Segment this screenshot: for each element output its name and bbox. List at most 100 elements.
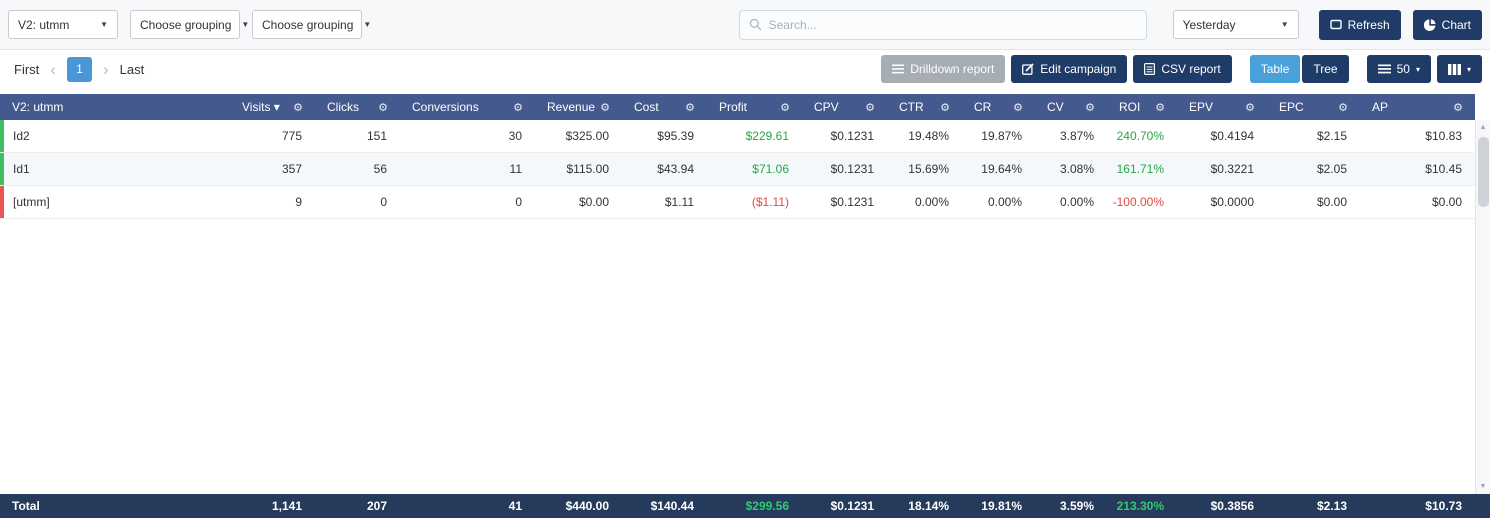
column-header-ap[interactable]: AP ⚙ xyxy=(1360,94,1475,120)
column-header-name[interactable]: V2: utmm xyxy=(0,94,230,120)
column-label: Profit xyxy=(719,100,748,114)
column-settings-gear-icon[interactable]: ⚙ xyxy=(1453,101,1463,114)
date-range-select[interactable]: Yesterday ▼ xyxy=(1172,10,1299,39)
drilldown-report-button[interactable]: Drilldown report xyxy=(881,55,1006,83)
column-header-revenue[interactable]: Revenue ⚙ xyxy=(535,94,622,120)
cell-profit: $229.61 xyxy=(745,129,789,143)
grouping-select-1-value: Choose grouping xyxy=(140,17,232,32)
chevron-right-icon[interactable]: › xyxy=(102,59,109,79)
column-header-cv[interactable]: CV ⚙ xyxy=(1035,94,1107,120)
scrollbar-thumb[interactable] xyxy=(1478,137,1489,207)
tree-view-button[interactable]: Tree xyxy=(1302,55,1349,83)
scroll-up-arrow-icon[interactable]: ▲ xyxy=(1479,124,1487,131)
cell-clicks: 56 xyxy=(373,162,387,176)
cell-cpv: $0.1231 xyxy=(830,129,874,143)
column-settings-gear-icon[interactable]: ⚙ xyxy=(780,101,790,114)
columns-button[interactable]: ▾ xyxy=(1436,55,1482,83)
grouping-select-1[interactable]: Choose grouping ▼ xyxy=(130,10,249,39)
refresh-icon xyxy=(1329,19,1342,30)
cell-revenue: $0.00 xyxy=(578,195,609,209)
table-row[interactable]: Id2 775 151 30 $325.00 $95.39 $229.61 $0.1231 19… xyxy=(0,120,1475,153)
total-profit: $299.56 xyxy=(745,499,789,513)
cell-conversions: 11 xyxy=(509,162,522,176)
column-settings-gear-icon[interactable]: ⚙ xyxy=(865,101,875,114)
column-header-cr[interactable]: CR ⚙ xyxy=(962,94,1035,120)
tree-view-label: Tree xyxy=(1313,62,1338,76)
cell-epc: $0.00 xyxy=(1316,195,1347,209)
column-label: Cost xyxy=(634,100,659,114)
column-settings-gear-icon[interactable]: ⚙ xyxy=(1155,101,1165,114)
column-settings-gear-icon[interactable]: ⚙ xyxy=(1085,101,1095,114)
table-row[interactable]: Id1 357 56 11 $115.00 $43.94 $71.06 $0.1231 15.6… xyxy=(0,153,1475,186)
cell-epc: $2.15 xyxy=(1316,129,1347,143)
chevron-left-icon[interactable]: ‹ xyxy=(50,59,56,79)
column-header-roi[interactable]: ROI ⚙ xyxy=(1107,94,1177,120)
column-header-epv[interactable]: EPV ⚙ xyxy=(1177,94,1267,120)
chart-button[interactable]: Chart xyxy=(1412,9,1482,40)
total-revenue: $440.00 xyxy=(565,499,609,513)
column-header-cost[interactable]: Cost ⚙ xyxy=(622,94,707,120)
column-header-ctr[interactable]: CTR ⚙ xyxy=(887,94,962,120)
chevron-down-icon: ▼ xyxy=(241,20,250,29)
table-row[interactable]: [utmm] 9 0 0 $0.00 $1.11 ($1.11) $0.1231 0.00% 0.… xyxy=(0,186,1475,219)
column-header-clicks[interactable]: Clicks ⚙ xyxy=(315,94,400,120)
total-cpv: $0.1231 xyxy=(830,499,874,513)
drilldown-report-label: Drilldown report xyxy=(910,62,995,76)
table-view-button[interactable]: Table xyxy=(1249,55,1301,83)
pagination: First ‹ 1 › Last xyxy=(8,56,145,82)
hamburger-icon xyxy=(1377,64,1391,74)
cell-revenue: $115.00 xyxy=(566,162,610,176)
grouping-select-2[interactable]: Choose grouping ▼ xyxy=(252,10,371,39)
column-settings-gear-icon[interactable]: ⚙ xyxy=(940,101,950,114)
refresh-button[interactable]: Refresh xyxy=(1318,9,1401,40)
campaign-select[interactable]: V2: utmm ▼ xyxy=(8,10,118,39)
cell-profit: ($1.11) xyxy=(751,195,789,209)
page-size-button[interactable]: 50 ▾ xyxy=(1366,55,1431,83)
column-settings-gear-icon[interactable]: ⚙ xyxy=(1338,101,1348,114)
column-label: CTR xyxy=(899,100,924,114)
cell-ap: $10.83 xyxy=(1425,129,1462,143)
total-label: Total xyxy=(12,499,40,513)
column-header-cpv[interactable]: CPV ⚙ xyxy=(802,94,887,120)
page-number-button[interactable]: 1 xyxy=(66,56,92,82)
cell-roi: 240.70% xyxy=(1116,129,1164,143)
column-settings-gear-icon[interactable]: ⚙ xyxy=(600,101,610,114)
column-header-profit[interactable]: Profit ⚙ xyxy=(707,94,802,120)
cell-epv: $0.4194 xyxy=(1210,129,1254,143)
column-settings-gear-icon[interactable]: ⚙ xyxy=(685,101,695,114)
column-settings-gear-icon[interactable]: ⚙ xyxy=(378,101,388,114)
column-settings-gear-icon[interactable]: ⚙ xyxy=(513,101,523,114)
column-label: ROI xyxy=(1119,100,1141,114)
table-view-label: Table xyxy=(1260,62,1290,76)
cell-cost: $95.39 xyxy=(657,129,694,143)
list-icon xyxy=(892,64,905,74)
cell-epv: $0.3221 xyxy=(1210,162,1254,176)
column-header-epc[interactable]: EPC ⚙ xyxy=(1267,94,1360,120)
column-settings-gear-icon[interactable]: ⚙ xyxy=(1245,101,1255,114)
vertical-scrollbar[interactable]: ▲ ▼ xyxy=(1475,120,1490,494)
pagination-first[interactable]: First xyxy=(14,61,40,77)
cell-cr: 19.87% xyxy=(981,129,1022,143)
column-header-conversions[interactable]: Conversions ⚙ xyxy=(400,94,535,120)
search-input[interactable] xyxy=(768,17,1137,32)
column-settings-gear-icon[interactable]: ⚙ xyxy=(1013,101,1023,114)
pagination-last[interactable]: Last xyxy=(119,61,145,77)
total-ctr: 18.14% xyxy=(908,499,949,513)
column-label: V2: utmm xyxy=(12,100,64,114)
row-name: [utmm] xyxy=(13,195,50,209)
csv-report-button[interactable]: CSV report xyxy=(1133,55,1232,83)
scroll-down-arrow-icon[interactable]: ▼ xyxy=(1479,483,1487,490)
chevron-down-icon: ▾ xyxy=(1415,64,1420,74)
search-icon xyxy=(749,18,762,31)
column-header-visits[interactable]: Visits ▾ ⚙ xyxy=(230,94,315,120)
edit-campaign-button[interactable]: Edit campaign xyxy=(1011,55,1128,83)
column-settings-gear-icon[interactable]: ⚙ xyxy=(293,101,303,114)
row-status-indicator xyxy=(0,186,4,218)
total-cr: 19.81% xyxy=(981,499,1022,513)
total-roi: 213.30% xyxy=(1116,499,1164,513)
cell-visits: 357 xyxy=(281,162,302,176)
pie-chart-icon xyxy=(1423,18,1436,31)
cell-roi: 161.71% xyxy=(1116,162,1164,176)
total-epc: $2.13 xyxy=(1316,499,1347,513)
cell-cr: 19.64% xyxy=(981,162,1022,176)
